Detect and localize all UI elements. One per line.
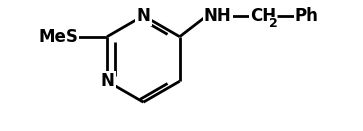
Text: MeS: MeS [38,28,78,46]
Text: CH: CH [250,7,276,25]
Text: Ph: Ph [295,7,319,25]
Text: 2: 2 [269,17,277,30]
Text: NH: NH [204,7,232,25]
Text: N: N [136,7,150,25]
Text: N: N [100,72,114,90]
